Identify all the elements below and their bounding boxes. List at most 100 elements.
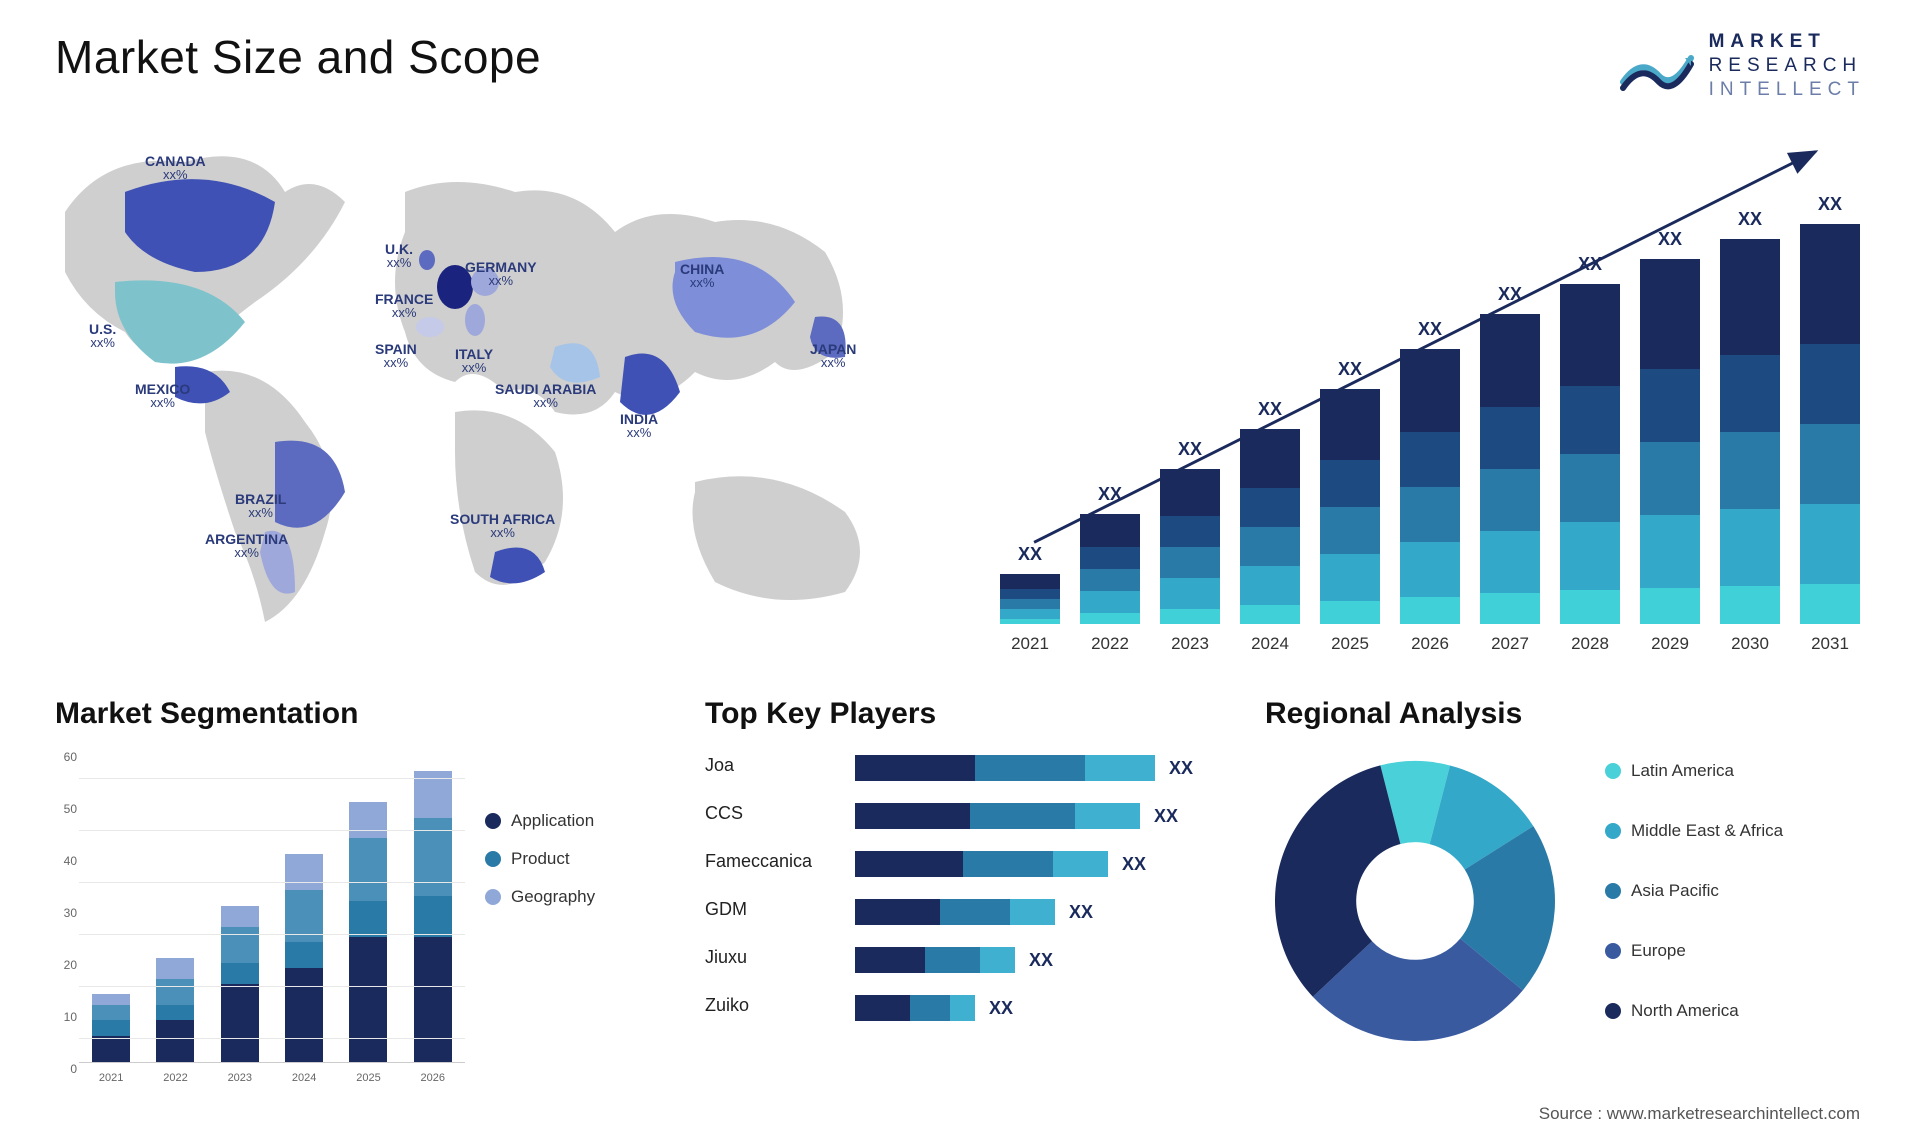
seg-bar-seg xyxy=(349,937,387,1062)
growth-bar-2028: XX2028 xyxy=(1555,284,1625,624)
region-legend-item: North America xyxy=(1605,1001,1783,1021)
growth-bar-label: XX xyxy=(1258,399,1282,420)
regional-title: Regional Analysis xyxy=(1265,697,1865,731)
growth-bar-2030: XX2030 xyxy=(1715,239,1785,624)
seg-bar-seg xyxy=(221,963,259,984)
player-row: XX xyxy=(855,755,1215,781)
seg-bar-stack xyxy=(414,771,452,1062)
seg-bar-seg xyxy=(349,802,387,838)
growth-bar-label: XX xyxy=(1178,439,1202,460)
player-row: XX xyxy=(855,803,1215,829)
growth-bar-label: XX xyxy=(1338,359,1362,380)
seg-bar-seg xyxy=(156,979,194,1005)
seg-year-label: 2023 xyxy=(228,1072,252,1084)
legend-dot-icon xyxy=(1605,943,1621,959)
player-bar-seg xyxy=(855,803,970,829)
seg-bar-seg xyxy=(221,984,259,1062)
player-name: Joa xyxy=(705,755,855,781)
growth-bar-seg xyxy=(1640,442,1700,515)
player-bar-seg xyxy=(1053,851,1108,877)
growth-bar-label: XX xyxy=(1578,254,1602,275)
growth-year-label: 2021 xyxy=(1011,634,1049,654)
growth-bar-2027: XX2027 xyxy=(1475,314,1545,624)
player-name: CCS xyxy=(705,803,855,829)
seg-year-label: 2022 xyxy=(163,1072,187,1084)
growth-bar-seg xyxy=(1720,586,1780,625)
growth-year-label: 2025 xyxy=(1331,634,1369,654)
map-label-italy: ITALYxx% xyxy=(455,347,493,375)
growth-bar-seg xyxy=(1400,597,1460,625)
seg-bar-seg xyxy=(92,1005,130,1021)
growth-bar-stack xyxy=(1000,574,1060,624)
player-bar-seg xyxy=(855,947,925,973)
player-bar xyxy=(855,899,1055,925)
growth-bar-label: XX xyxy=(1098,484,1122,505)
growth-bar-stack xyxy=(1640,259,1700,624)
segmentation-title: Market Segmentation xyxy=(55,697,655,731)
player-name: GDM xyxy=(705,899,855,925)
seg-year-label: 2021 xyxy=(99,1072,123,1084)
seg-bar-seg xyxy=(285,968,323,1062)
map-label-germany: GERMANYxx% xyxy=(465,260,537,288)
player-bar-seg xyxy=(940,899,1010,925)
growth-bar-2025: XX2025 xyxy=(1315,389,1385,624)
growth-bar-seg xyxy=(1160,609,1220,625)
growth-bar-seg xyxy=(1240,566,1300,605)
player-row: XX xyxy=(855,899,1215,925)
growth-bar-seg xyxy=(1640,259,1700,369)
growth-bar-label: XX xyxy=(1738,209,1762,230)
growth-bar-seg xyxy=(1160,469,1220,516)
legend-dot-icon xyxy=(485,813,501,829)
region-legend-item: Latin America xyxy=(1605,761,1783,781)
growth-bar-seg xyxy=(1800,224,1860,344)
growth-bar-seg xyxy=(1320,554,1380,601)
map-label-u-k-: U.K.xx% xyxy=(385,242,413,270)
player-bar-seg xyxy=(855,995,910,1021)
legend-label: Asia Pacific xyxy=(1631,881,1719,901)
map-label-brazil: BRAZILxx% xyxy=(235,492,286,520)
growth-bar-seg xyxy=(1720,432,1780,509)
legend-label: Geography xyxy=(511,887,595,907)
growth-bar-seg xyxy=(1560,454,1620,522)
growth-bar-label: XX xyxy=(1418,319,1442,340)
player-bar xyxy=(855,851,1108,877)
legend-dot-icon xyxy=(1605,883,1621,899)
seg-legend-item: Geography xyxy=(485,887,635,907)
growth-bar-stack xyxy=(1080,514,1140,624)
player-row: XX xyxy=(855,851,1215,877)
growth-bar-label: XX xyxy=(1818,194,1842,215)
seg-bar-2025: 2025 xyxy=(342,802,394,1062)
growth-bar-seg xyxy=(1080,514,1140,547)
growth-bar-seg xyxy=(1400,432,1460,487)
player-value: XX xyxy=(989,998,1013,1019)
seg-bar-seg xyxy=(349,901,387,937)
seg-legend-item: Product xyxy=(485,849,635,869)
player-bar xyxy=(855,755,1155,781)
growth-year-label: 2028 xyxy=(1571,634,1609,654)
seg-gridline xyxy=(79,986,465,987)
seg-bar-2022: 2022 xyxy=(149,958,201,1062)
growth-bar-seg xyxy=(1000,589,1060,599)
player-bar-seg xyxy=(1085,755,1155,781)
growth-bar-seg xyxy=(1720,509,1780,586)
region-legend-item: Europe xyxy=(1605,941,1783,961)
map-label-spain: SPAINxx% xyxy=(375,342,417,370)
growth-bar-seg xyxy=(1480,469,1540,531)
seg-bar-seg xyxy=(349,838,387,900)
growth-year-label: 2026 xyxy=(1411,634,1449,654)
growth-bar-seg xyxy=(1640,369,1700,442)
growth-bar-seg xyxy=(1800,424,1860,504)
growth-year-label: 2029 xyxy=(1651,634,1689,654)
growth-year-label: 2031 xyxy=(1811,634,1849,654)
seg-bar-2026: 2026 xyxy=(407,771,459,1062)
growth-bar-seg xyxy=(1640,588,1700,625)
growth-bar-seg xyxy=(1000,599,1060,609)
growth-bar-2023: XX2023 xyxy=(1155,469,1225,624)
growth-bar-label: XX xyxy=(1658,229,1682,250)
player-bar-seg xyxy=(855,851,963,877)
seg-bar-seg xyxy=(156,1020,194,1062)
growth-year-label: 2022 xyxy=(1091,634,1129,654)
legend-label: Product xyxy=(511,849,570,869)
growth-bar-seg xyxy=(1240,605,1300,625)
map-label-argentina: ARGENTINAxx% xyxy=(205,532,288,560)
